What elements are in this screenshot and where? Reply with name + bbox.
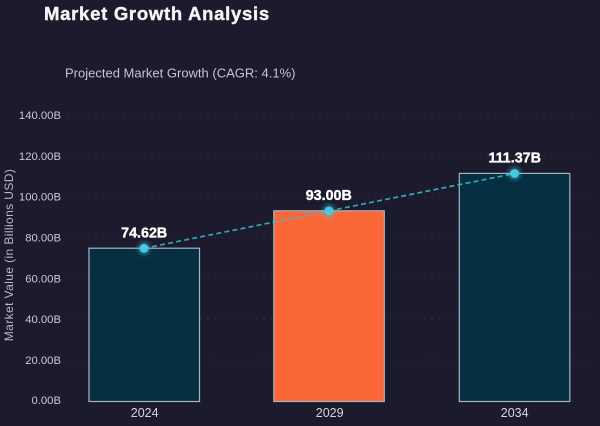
svg-text:120.00B: 120.00B — [19, 151, 61, 163]
svg-text:Market Growth Analysis: Market Growth Analysis — [44, 3, 270, 24]
svg-text:Projected Market Growth (CAGR:: Projected Market Growth (CAGR: 4.1%) — [65, 66, 295, 81]
svg-text:2024: 2024 — [131, 406, 159, 420]
svg-text:100.00B: 100.00B — [19, 192, 61, 204]
svg-text:93.00B: 93.00B — [306, 188, 352, 204]
svg-text:80.00B: 80.00B — [25, 233, 61, 245]
svg-text:2034: 2034 — [501, 406, 529, 420]
svg-text:2029: 2029 — [316, 406, 344, 420]
svg-text:74.62B: 74.62B — [121, 226, 167, 242]
svg-text:40.00B: 40.00B — [25, 314, 61, 326]
svg-text:111.37B: 111.37B — [488, 151, 540, 167]
svg-text:0.00B: 0.00B — [31, 395, 61, 407]
svg-text:60.00B: 60.00B — [25, 273, 61, 285]
svg-text:Market Value (in Billions USD): Market Value (in Billions USD) — [2, 169, 16, 342]
svg-text:140.00B: 140.00B — [19, 110, 61, 122]
svg-text:20.00B: 20.00B — [25, 355, 61, 367]
